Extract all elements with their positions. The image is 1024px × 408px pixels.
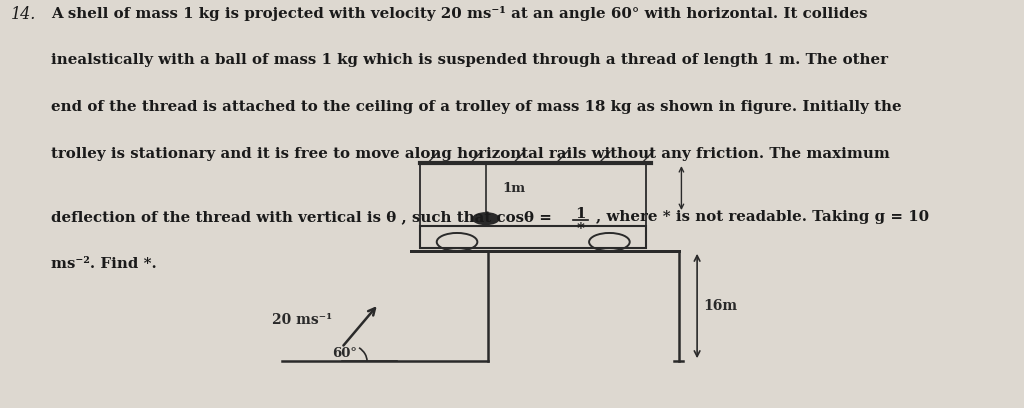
- Bar: [420, 226, 646, 248]
- Text: end of the thread is attached to the ceiling of a trolley of mass 18 kg as shown: end of the thread is attached to the cei…: [51, 100, 901, 114]
- Text: 14.: 14.: [11, 6, 37, 23]
- Text: , where * is not readable. Taking g = 10: , where * is not readable. Taking g = 10: [596, 210, 929, 224]
- Text: inealstically with a ball of mass 1 kg which is suspended through a thread of le: inealstically with a ball of mass 1 kg w…: [51, 53, 888, 67]
- Text: *: *: [577, 222, 585, 235]
- Text: 1m: 1m: [503, 182, 525, 195]
- Text: ms⁻². Find *.: ms⁻². Find *.: [51, 257, 157, 271]
- Text: 16m: 16m: [703, 299, 737, 313]
- Text: deflection of the thread with vertical is θ , such that cosθ =: deflection of the thread with vertical i…: [51, 210, 552, 224]
- Text: 1: 1: [575, 207, 586, 221]
- Circle shape: [473, 213, 499, 224]
- Text: 20 ms⁻¹: 20 ms⁻¹: [272, 313, 333, 327]
- Text: A shell of mass 1 kg is projected with velocity 20 ms⁻¹ at an angle 60° with hor: A shell of mass 1 kg is projected with v…: [51, 6, 867, 21]
- Text: trolley is stationary and it is free to move along horizontal rails without any : trolley is stationary and it is free to …: [51, 147, 890, 161]
- Text: 60°: 60°: [333, 347, 357, 360]
